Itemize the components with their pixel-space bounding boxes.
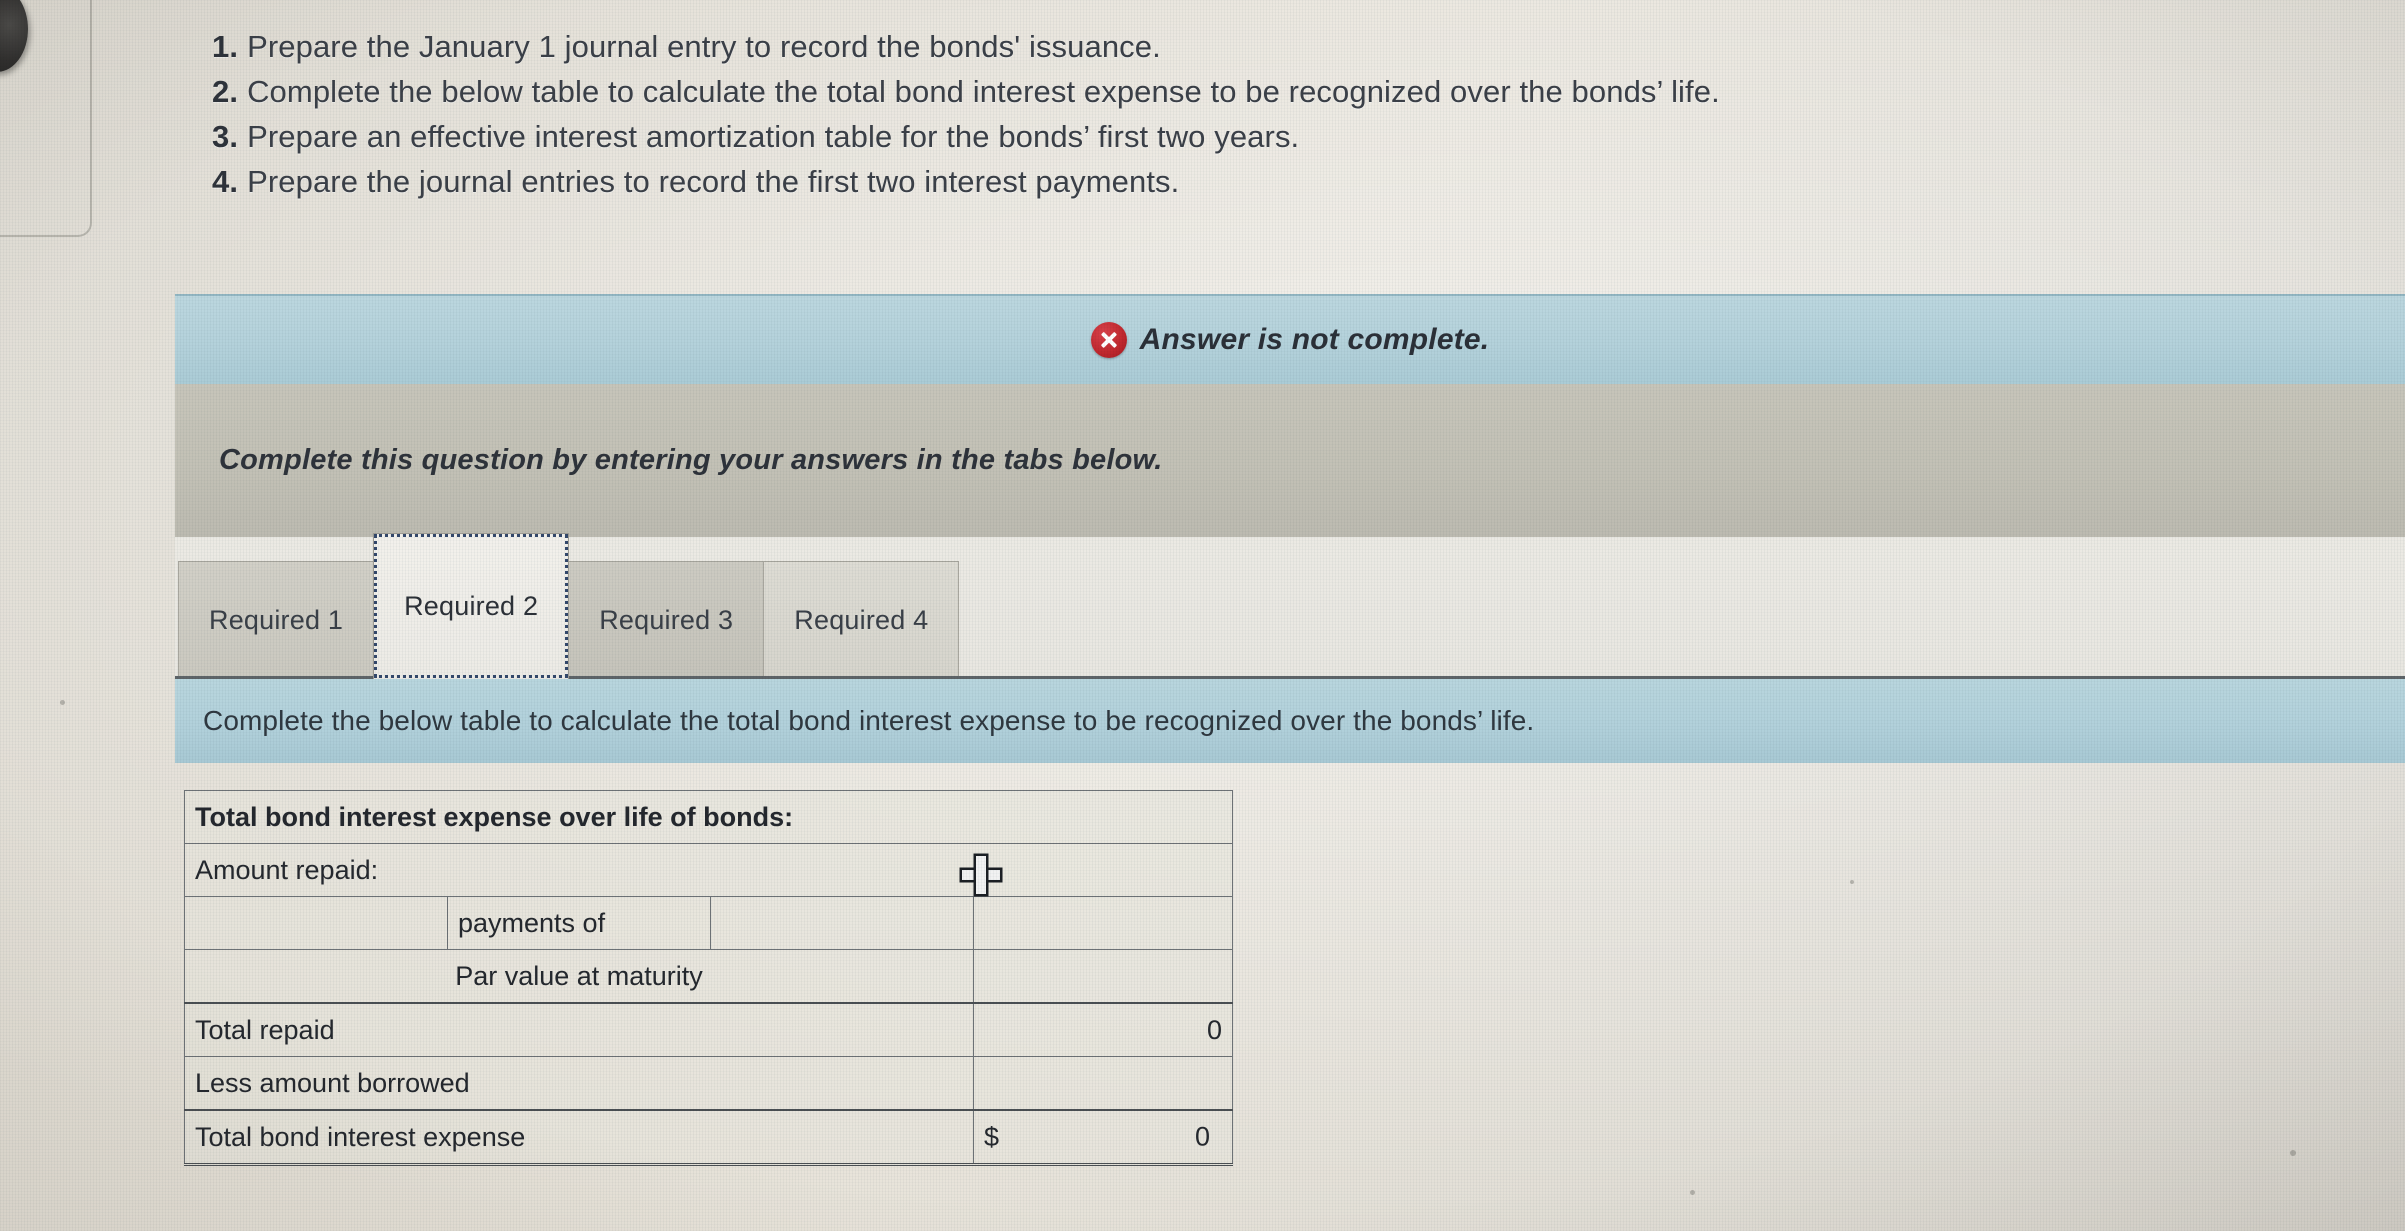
tab-strip-underline: [175, 676, 2405, 679]
requirement-instruction-text: Complete the below table to calculate th…: [203, 705, 1535, 736]
bond-interest-expense-table: Total bond interest expense over life of…: [183, 790, 1234, 1166]
x-circle-icon: [1090, 322, 1127, 358]
row-total-repaid-amount[interactable]: 0: [972, 1002, 1234, 1057]
instruction-text-4: Prepare the journal entries to record th…: [247, 164, 1180, 199]
dust-speck: [1850, 880, 1854, 884]
instruction-number-3: 3.: [212, 119, 239, 154]
answer-table-container: Total bond interest expense over life of…: [183, 790, 1234, 1166]
row-par-value-amount[interactable]: [972, 949, 1234, 1004]
instruction-list: 1. Prepare the January 1 journal entry t…: [212, 24, 2332, 204]
window-panel-edge: [0, 0, 92, 237]
tab-required-4[interactable]: Required 4: [763, 561, 960, 679]
answer-status-message: Answer is not complete.: [1139, 323, 1490, 356]
tab-strip: Required 1 Required 2 Required 3 Require…: [178, 533, 960, 679]
question-instruction-strip: Complete this question by entering your …: [175, 384, 2405, 537]
instruction-item-2: 2. Complete the below table to calculate…: [212, 69, 2332, 114]
instruction-number-2: 2.: [212, 74, 239, 109]
dust-speck: [2290, 1150, 2296, 1156]
instruction-text-3: Prepare an effective interest amortizati…: [247, 119, 1300, 154]
tab-required-2-label: Required 2: [404, 591, 539, 621]
table-row: Total bond interest expense $ 0: [184, 1109, 1234, 1166]
instruction-number-4: 4.: [212, 164, 239, 199]
total-bond-interest-expense-value: 0: [1194, 1121, 1211, 1152]
table-row: Total repaid 0: [184, 1002, 1234, 1057]
tab-required-3[interactable]: Required 3: [568, 561, 765, 679]
tab-required-1[interactable]: Required 1: [178, 561, 375, 679]
requirement-instruction-band: Complete the below table to calculate th…: [175, 679, 2405, 763]
instruction-text-1: Prepare the January 1 journal entry to r…: [247, 29, 1161, 64]
tab-required-2[interactable]: Required 2: [373, 533, 570, 679]
dust-speck: [60, 700, 65, 705]
row-payments-of-blank-a[interactable]: [184, 896, 448, 950]
row-payments-of-value-d[interactable]: [972, 896, 1234, 950]
table-row: Amount repaid:: [183, 843, 1234, 897]
table-header-cell: Total bond interest expense over life of…: [183, 790, 1234, 844]
question-instruction-text: Complete this question by entering your …: [219, 444, 1163, 476]
instruction-item-1: 1. Prepare the January 1 journal entry t…: [212, 24, 2332, 69]
table-row: Par value at maturity: [184, 949, 1234, 1004]
row-total-bond-interest-expense-label: Total bond interest expense: [184, 1109, 974, 1166]
instruction-item-4: 4. Prepare the journal entries to record…: [212, 159, 2332, 204]
tab-required-4-label: Required 4: [794, 605, 929, 635]
dust-speck: [1690, 1190, 1695, 1195]
row-total-repaid-label: Total repaid: [184, 1002, 974, 1057]
row-payments-of-label[interactable]: payments of: [447, 896, 711, 950]
row-total-bond-interest-expense-amount[interactable]: $ 0: [972, 1109, 1234, 1166]
tab-required-3-label: Required 3: [599, 605, 734, 635]
row-payments-of-value-c[interactable]: [710, 896, 974, 950]
tab-strip-container: Required 1 Required 2 Required 3 Require…: [175, 533, 2405, 679]
instruction-item-3: 3. Prepare an effective interest amortiz…: [212, 114, 2332, 159]
currency-symbol: $: [984, 1121, 1000, 1152]
instruction-text-2: Complete the below table to calculate th…: [247, 74, 1720, 109]
table-header-row: Total bond interest expense over life of…: [183, 790, 1234, 844]
row-amount-repaid-label: Amount repaid:: [183, 843, 1234, 897]
instruction-number-1: 1.: [212, 29, 239, 64]
table-row: payments of: [184, 896, 1234, 950]
answer-status-banner: Answer is not complete.: [175, 294, 2405, 386]
row-par-value-label[interactable]: Par value at maturity: [184, 949, 974, 1004]
row-less-amount-borrowed-label: Less amount borrowed: [184, 1056, 974, 1111]
table-row: Less amount borrowed: [184, 1056, 1234, 1111]
row-less-amount-borrowed-amount[interactable]: [972, 1056, 1234, 1111]
tab-required-1-label: Required 1: [209, 605, 344, 635]
